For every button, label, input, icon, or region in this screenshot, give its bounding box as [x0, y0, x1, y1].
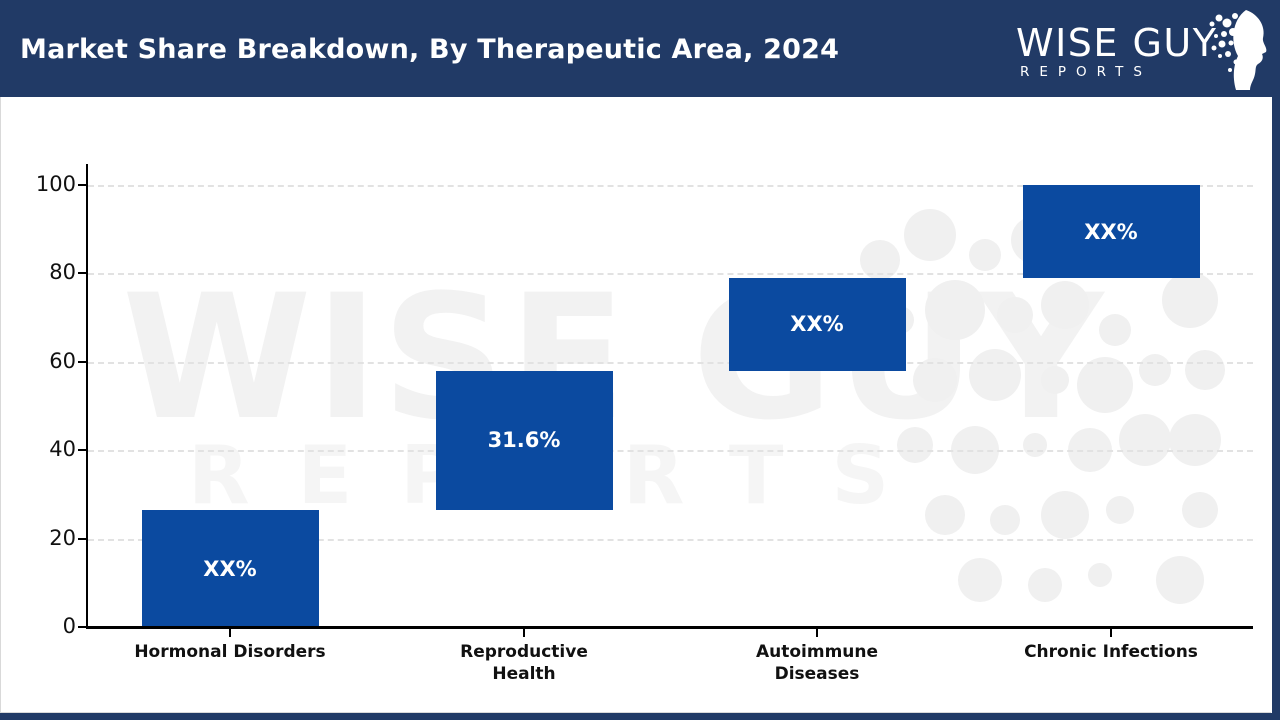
waterfall-bar: XX%	[141, 510, 319, 627]
y-axis-tick	[78, 537, 87, 540]
logo-wordmark: WISE GUY	[1016, 21, 1218, 65]
y-axis-tick	[78, 272, 87, 275]
bar-value-label: XX%	[203, 556, 257, 581]
y-axis-tick	[78, 360, 87, 363]
bar-value-label: 31.6%	[487, 428, 561, 453]
x-axis-category-label: Autoimmune Diseases	[755, 642, 879, 685]
bottom-edge-bar	[0, 713, 1280, 720]
y-axis-tick	[78, 449, 87, 452]
y-axis-tick-label: 100	[35, 172, 76, 196]
y-axis-tick-label: 40	[49, 437, 76, 462]
y-axis-tick	[78, 626, 87, 628]
waterfall-bar: XX%	[1022, 185, 1200, 279]
logo-subtitle: REPORTS	[1020, 64, 1152, 80]
right-edge-bar	[1272, 97, 1280, 720]
wise-guy-reports-logo: WISE GUY REPORTS	[1016, 8, 1268, 92]
x-axis-category-label: Hormonal Disorders	[134, 642, 326, 662]
x-axis-category-label: Reproductive Health	[460, 642, 588, 685]
page-title: Market Share Breakdown, By Therapeutic A…	[20, 34, 840, 65]
logo-dotted-head-icon	[1209, 10, 1267, 90]
y-axis-line	[86, 164, 88, 628]
x-axis-line	[86, 626, 1253, 629]
header: Market Share Breakdown, By Therapeutic A…	[0, 0, 1280, 97]
horizontal-gridline	[88, 273, 1253, 276]
horizontal-gridline	[88, 361, 1253, 364]
x-axis-tick	[523, 629, 525, 637]
horizontal-gridline	[88, 450, 1253, 453]
bar-value-label: XX%	[790, 312, 844, 337]
y-axis-tick-label: 20	[49, 525, 76, 550]
horizontal-gridline	[88, 185, 1253, 187]
waterfall-bar: 31.6%	[435, 370, 613, 511]
y-axis-tick	[78, 184, 87, 186]
y-axis-tick-label: 60	[49, 348, 76, 373]
y-axis-tick-label: 0	[62, 614, 76, 638]
logo-text: WISE GUY REPORTS	[1016, 24, 1217, 80]
horizontal-gridline	[88, 538, 1253, 541]
bar-value-label: XX%	[1084, 219, 1138, 244]
x-axis-tick	[816, 629, 818, 637]
x-axis-category-label: Chronic Infections	[1024, 642, 1198, 662]
y-axis-tick-label: 80	[49, 260, 76, 285]
x-axis-tick	[229, 629, 231, 637]
x-axis-tick	[1110, 629, 1112, 637]
waterfall-bar: XX%	[728, 278, 906, 371]
